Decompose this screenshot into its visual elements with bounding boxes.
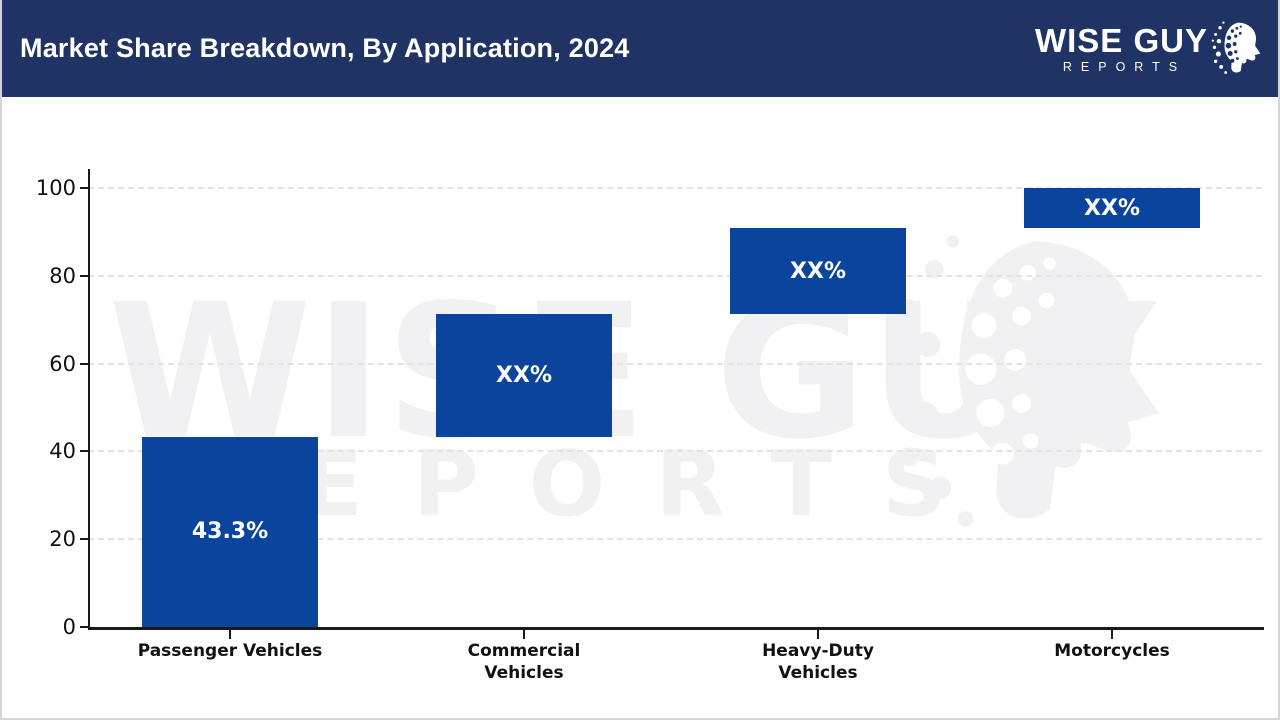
bar-passenger-vehicles: 43.3% — [142, 436, 318, 627]
y-tick-mark — [80, 626, 88, 628]
gridline-y80 — [88, 274, 1262, 277]
y-tick-label: 60 — [49, 351, 76, 376]
y-axis-line — [88, 169, 90, 627]
bar-value-label-motorcycles: XX% — [1084, 195, 1140, 221]
bar-value-label-passenger-vehicles: 43.3% — [191, 519, 269, 545]
category-label-motorcycles: Motorcycles — [992, 640, 1232, 662]
x-tick-mark — [229, 630, 231, 639]
y-tick-mark — [80, 274, 88, 277]
bar-motorcycles: XX% — [1024, 188, 1200, 229]
logo-subtitle: REPORTS — [1062, 59, 1187, 74]
wiseguy-logo: WISE GUY REPORTS — [1035, 10, 1280, 88]
x-tick-mark — [817, 630, 819, 639]
category-label-line: Motorcycles — [1054, 641, 1170, 661]
category-label-passenger-vehicles: Passenger Vehicles — [110, 640, 350, 662]
y-tick-mark — [80, 187, 88, 189]
y-tick-label: 40 — [49, 439, 76, 464]
y-tick-label: 20 — [49, 527, 76, 552]
category-label-line: Vehicles — [778, 663, 858, 683]
category-label-line: Heavy-Duty — [762, 641, 874, 661]
bar-heavy-duty-vehicles: XX% — [730, 228, 906, 314]
y-tick-mark — [80, 538, 88, 541]
category-label-line: Commercial — [467, 641, 581, 661]
y-tick-mark — [80, 450, 88, 453]
gridline-y60 — [88, 362, 1262, 365]
bar-value-label-commercial-vehicles: XX% — [496, 362, 552, 388]
x-tick-mark — [1111, 630, 1113, 639]
y-tick-label: 100 — [35, 176, 76, 200]
gridline-y40 — [88, 450, 1262, 453]
category-label-line: Vehicles — [484, 663, 564, 683]
bar-commercial-vehicles: XX% — [436, 313, 612, 437]
y-tick-label: 80 — [49, 263, 76, 288]
x-axis-line — [88, 627, 1264, 630]
header-banner: Market Share Breakdown, By Application, … — [0, 0, 1280, 97]
gridline-y20 — [88, 538, 1262, 541]
gridline-y100 — [88, 187, 1262, 189]
bar-value-label-heavy-duty-vehicles: XX% — [790, 258, 846, 284]
logo-face-icon — [1210, 10, 1266, 88]
category-label-commercial-vehicles: Commercial Vehicles — [404, 640, 644, 684]
category-label-line: Passenger Vehicles — [137, 641, 323, 661]
chart-title: Market Share Breakdown, By Application, … — [20, 33, 630, 63]
logo-text: WISE GUY REPORTS — [1035, 24, 1208, 74]
category-label-heavy-duty-vehicles: Heavy-Duty Vehicles — [698, 640, 938, 684]
y-tick-label: 0 — [62, 615, 76, 639]
logo-wordmark: WISE GUY — [1034, 21, 1208, 59]
x-tick-mark — [523, 630, 525, 639]
y-tick-mark — [80, 362, 88, 365]
